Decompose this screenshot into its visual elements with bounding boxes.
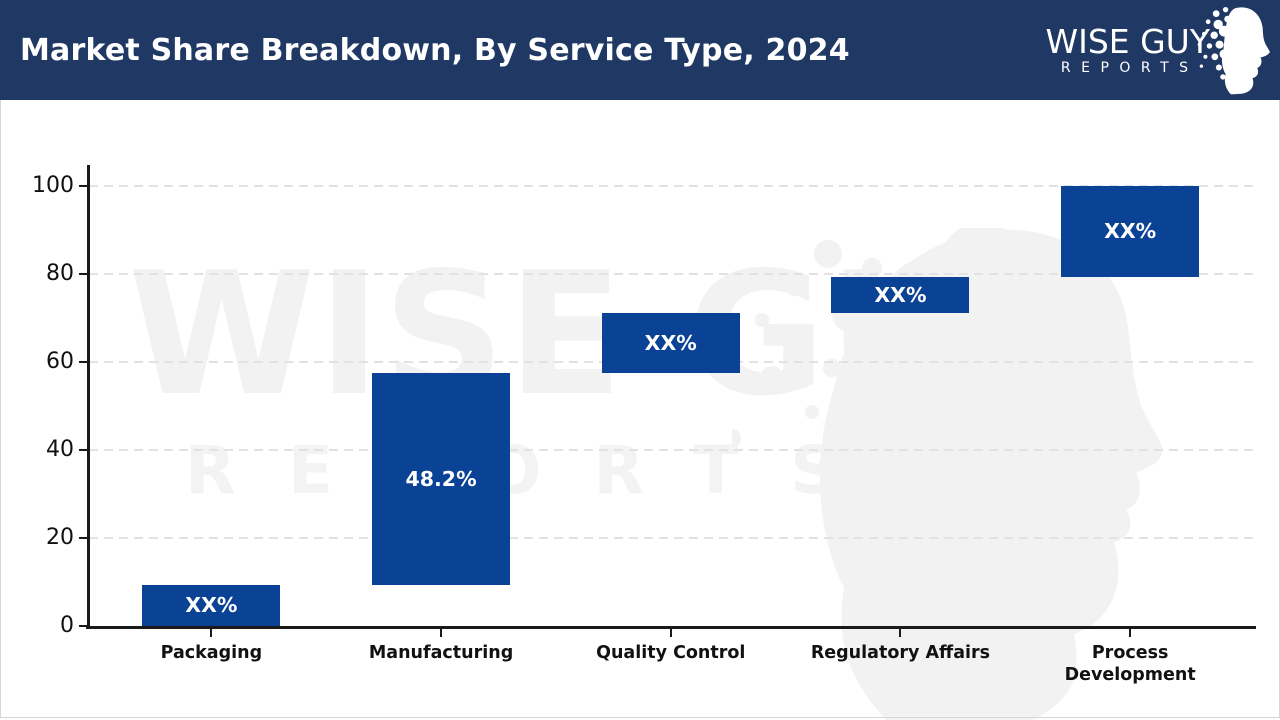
gridline-40 xyxy=(89,449,1253,451)
logo-head-icon xyxy=(1197,6,1270,95)
x-tick-label-1: Manufacturing xyxy=(368,643,514,663)
wiseguy-logo: WISE GUY REPORTS xyxy=(1045,0,1270,100)
chart-area: WISE GUY REPORTS 020406080100XX%Packagin… xyxy=(0,100,1280,720)
gridline-20 xyxy=(89,537,1253,539)
y-tick-0 xyxy=(79,625,87,627)
y-tick-60 xyxy=(79,361,87,363)
bar-value-label: XX% xyxy=(185,593,238,618)
logo-text: WISE GUY REPORTS xyxy=(1045,25,1210,75)
bar-value-label: XX% xyxy=(644,330,697,355)
bar-process-development: XX% xyxy=(1061,186,1200,277)
x-tick-label-4: Process Development xyxy=(1064,643,1196,685)
x-tick-label-2: Quality Control xyxy=(596,643,746,663)
logo-subtext: REPORTS xyxy=(1060,60,1199,76)
x-axis-spine xyxy=(86,626,1256,629)
y-tick-40 xyxy=(79,449,87,451)
x-tick-label-0: Packaging xyxy=(160,643,263,663)
y-tick-80 xyxy=(79,273,87,275)
watermark-subtext: REPORTS xyxy=(185,432,890,509)
x-tick-label-3: Regulatory Affairs xyxy=(810,643,991,663)
bar-manufacturing: 48.2% xyxy=(372,372,511,585)
y-tick-100 xyxy=(79,185,87,187)
gridline-80 xyxy=(89,273,1253,275)
x-tick-0 xyxy=(210,629,213,637)
y-tick-label-0: 0 xyxy=(60,613,74,638)
logo-wordmark: WISE GUY xyxy=(1045,22,1210,61)
bar-value-label: XX% xyxy=(1104,219,1157,244)
y-tick-20 xyxy=(79,537,87,539)
bar-quality-control: XX% xyxy=(601,312,740,373)
header-bar: Market Share Breakdown, By Service Type,… xyxy=(0,0,1280,100)
bar-value-label: 48.2% xyxy=(405,466,477,491)
y-tick-label-20: 20 xyxy=(46,525,74,550)
bar-regulatory-affairs: XX% xyxy=(831,276,970,313)
y-tick-label-40: 40 xyxy=(46,437,74,462)
y-tick-label-60: 60 xyxy=(46,349,74,374)
gridline-100 xyxy=(89,185,1253,187)
x-tick-1 xyxy=(440,629,443,637)
y-axis-spine xyxy=(87,165,90,629)
y-tick-label-100: 100 xyxy=(32,173,74,198)
page-title: Market Share Breakdown, By Service Type,… xyxy=(20,32,850,68)
bar-value-label: XX% xyxy=(874,282,927,307)
x-tick-3 xyxy=(899,629,902,637)
bar-packaging: XX% xyxy=(142,584,281,626)
x-tick-4 xyxy=(1129,629,1132,637)
x-tick-2 xyxy=(669,629,672,637)
y-tick-label-80: 80 xyxy=(46,261,74,286)
